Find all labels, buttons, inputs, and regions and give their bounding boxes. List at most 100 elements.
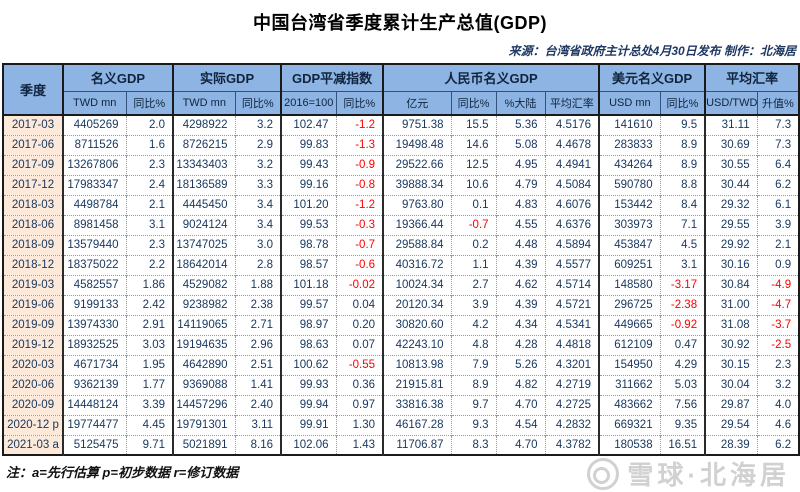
- value-cell: 2.3: [756, 354, 800, 375]
- value-cell: 9024124: [172, 214, 236, 235]
- value-cell: 18642014: [172, 254, 236, 275]
- value-cell: 3.3: [234, 174, 282, 195]
- value-cell: 1.1: [450, 254, 497, 275]
- value-cell: 102.47: [280, 114, 337, 135]
- value-cell: 5125475: [62, 434, 126, 455]
- subheader-100m-yuan: 亿元: [382, 90, 452, 116]
- gdp-table: 季度 名义GDP 实际GDP GDP平减指数 人民币名义GDP 美元名义GDP …: [2, 63, 800, 456]
- value-cell: 99.83: [280, 134, 337, 155]
- subheader-yoy: 同比%: [335, 90, 384, 116]
- value-cell: 29588.84: [382, 234, 452, 255]
- value-cell: 10.6: [450, 174, 497, 195]
- value-cell: 99.53: [280, 214, 337, 235]
- value-cell: 4.48: [495, 234, 546, 255]
- value-cell: 19366.44: [382, 214, 452, 235]
- value-cell: 4498784: [62, 194, 126, 215]
- value-cell: 0.04: [335, 294, 384, 315]
- value-cell: 18375022: [62, 254, 126, 275]
- value-cell: 9.7: [450, 394, 497, 415]
- value-cell: 4.4818: [544, 334, 600, 355]
- value-cell: 3.9: [450, 294, 497, 315]
- source-note: 来源：台湾省政府主计总处4月30日发布 制作：北海居: [508, 44, 796, 58]
- value-cell: 42243.10: [382, 334, 452, 355]
- value-cell: 1.41: [234, 374, 282, 395]
- value-cell: 9.35: [659, 414, 706, 435]
- value-cell: 99.94: [280, 394, 337, 415]
- quarter-cell: 2018-06: [3, 214, 63, 235]
- value-cell: -1.2: [335, 114, 384, 135]
- table-row: 2021-03 a 5125475 9.71 5021891 8.16 102.06 1.4…: [3, 434, 800, 455]
- value-cell: -0.7: [450, 214, 497, 235]
- value-cell: 4529082: [172, 274, 236, 295]
- value-cell: 29.32: [704, 194, 758, 215]
- subheader-pct-mainland: %大陆: [495, 90, 546, 116]
- value-cell: -4.9: [756, 274, 800, 295]
- table-row: 2018-12 18375022 2.2 18642014 2.8 98.57 -0.6 40…: [3, 254, 800, 275]
- table-row: 2017-09 13267806 2.3 13343403 3.2 99.43 -0.9 29…: [3, 154, 800, 175]
- value-cell: 4.39: [495, 294, 546, 315]
- subheader-2016-base: 2016=100: [280, 90, 337, 116]
- value-cell: 483662: [598, 394, 661, 415]
- value-cell: 2.38: [234, 294, 282, 315]
- value-cell: 30.04: [704, 374, 758, 395]
- value-cell: 99.43: [280, 154, 337, 175]
- value-cell: 4.28: [495, 334, 546, 355]
- value-cell: 19194635: [172, 334, 236, 355]
- value-cell: 4.2: [450, 314, 497, 335]
- value-cell: 2.8: [234, 254, 282, 275]
- value-cell: 2.91: [125, 314, 174, 335]
- table-row: 2020-06 9362139 1.77 9369088 1.41 99.93 0.36 21…: [3, 374, 800, 395]
- value-cell: 13267806: [62, 154, 126, 175]
- value-cell: 98.63: [280, 334, 337, 355]
- quarter-cell: 2020-12 p: [3, 414, 63, 435]
- value-cell: 8711526: [62, 134, 126, 155]
- value-cell: 10024.34: [382, 274, 452, 295]
- subheader-usd-twd: USD/TWD: [704, 90, 758, 116]
- value-cell: 609251: [598, 254, 661, 275]
- value-cell: 4.95: [495, 154, 546, 175]
- value-cell: 4.5: [659, 234, 706, 255]
- quarter-cell: 2020-09: [3, 394, 63, 415]
- value-cell: 2.2: [125, 254, 174, 275]
- group-header-rmb-nominal-gdp: 人民币名义GDP: [382, 63, 600, 92]
- value-cell: 7.3: [756, 134, 800, 155]
- column-header-quarter: 季度: [2, 63, 64, 116]
- value-cell: 141610: [598, 114, 661, 135]
- value-cell: 3.39: [125, 394, 174, 415]
- value-cell: 153442: [598, 194, 661, 215]
- subheader-yoy: 同比%: [450, 90, 497, 116]
- value-cell: 19498.48: [382, 134, 452, 155]
- value-cell: 3.03: [125, 334, 174, 355]
- value-cell: -0.02: [335, 274, 384, 295]
- value-cell: 3.1: [659, 254, 706, 275]
- quarter-cell: 2019-09: [3, 314, 63, 335]
- group-header-avg-exchange-rate: 平均汇率: [704, 63, 800, 92]
- subheader-yoy: 同比%: [125, 90, 174, 116]
- value-cell: 4405269: [62, 114, 126, 135]
- value-cell: 30.44: [704, 174, 758, 195]
- value-cell: 21915.81: [382, 374, 452, 395]
- value-cell: 1.6: [125, 134, 174, 155]
- value-cell: 20120.34: [382, 294, 452, 315]
- quarter-cell: 2017-09: [3, 154, 63, 175]
- value-cell: 3.1: [125, 214, 174, 235]
- value-cell: 19791301: [172, 414, 236, 435]
- value-cell: 98.57: [280, 254, 337, 275]
- value-cell: 4.4678: [544, 134, 600, 155]
- value-cell: 4.5894: [544, 234, 600, 255]
- value-cell: -2.38: [659, 294, 706, 315]
- value-cell: 9199133: [62, 294, 126, 315]
- value-cell: 2.42: [125, 294, 174, 315]
- value-cell: 30820.60: [382, 314, 452, 335]
- value-cell: 14.6: [450, 134, 497, 155]
- value-cell: 8.3: [450, 434, 497, 455]
- value-cell: 669321: [598, 414, 661, 435]
- value-cell: 4.55: [495, 214, 546, 235]
- value-cell: 2.96: [234, 334, 282, 355]
- value-cell: 17983347: [62, 174, 126, 195]
- value-cell: 4.62: [495, 274, 546, 295]
- value-cell: 5021891: [172, 434, 236, 455]
- value-cell: 8726215: [172, 134, 236, 155]
- table-row: 2019-03 4582557 1.86 4529082 1.88 101.18 -0.02…: [3, 274, 800, 295]
